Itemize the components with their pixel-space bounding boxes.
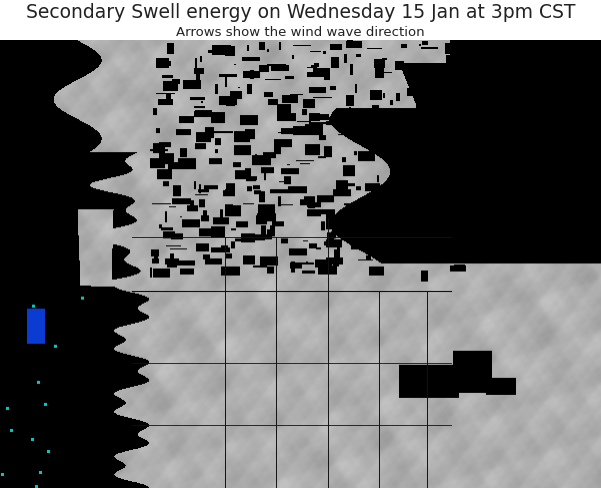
Text: Secondary Swell energy on Wednesday 15 Jan at 3pm CST: Secondary Swell energy on Wednesday 15 J… [26,2,575,21]
Text: Arrows show the wind wave direction: Arrows show the wind wave direction [176,26,425,40]
